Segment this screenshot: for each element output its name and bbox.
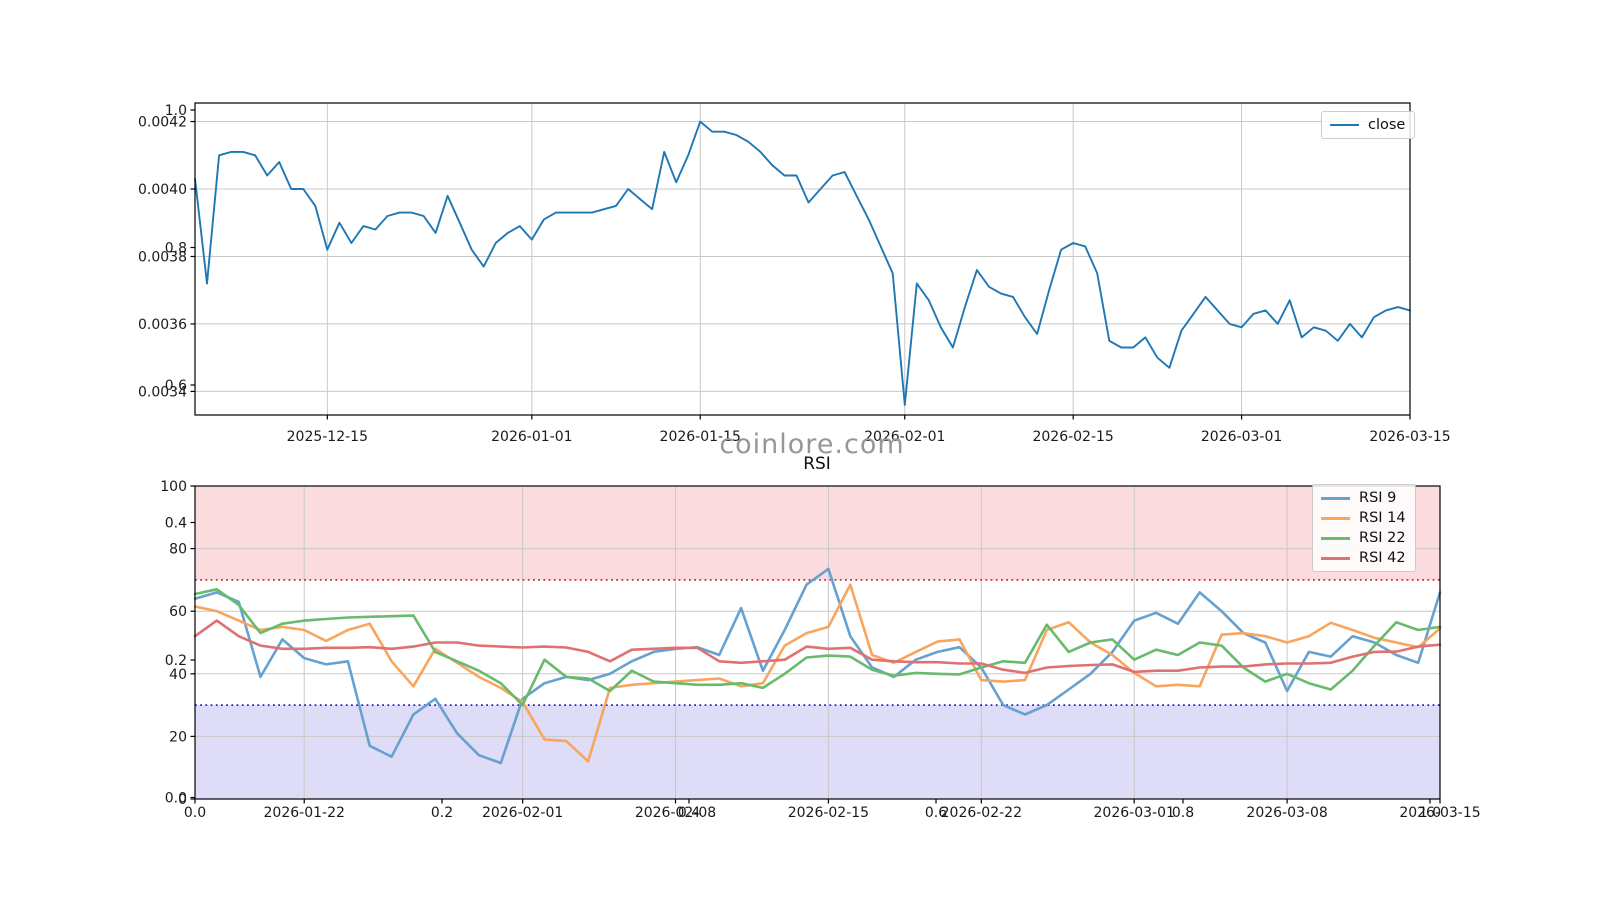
svg-text:2026-02-15: 2026-02-15 xyxy=(1032,429,1113,445)
svg-text:2026-02-01: 2026-02-01 xyxy=(864,429,945,445)
legend-label-rsi42: RSI 42 xyxy=(1359,550,1406,566)
svg-text:2026-02-01: 2026-02-01 xyxy=(482,805,563,821)
legend-item-close: close xyxy=(1330,115,1405,135)
rsi-legend: RSI 9 RSI 14 RSI 22 RSI 42 xyxy=(1312,484,1416,572)
svg-text:2025-12-15: 2025-12-15 xyxy=(287,429,368,445)
legend-item-rsi14: RSI 14 xyxy=(1321,508,1406,528)
svg-text:1.0: 1.0 xyxy=(165,103,187,119)
svg-text:0.4: 0.4 xyxy=(678,805,700,821)
svg-text:0.0: 0.0 xyxy=(165,791,187,807)
svg-text:40: 40 xyxy=(169,667,187,683)
legend-label-rsi14: RSI 14 xyxy=(1359,510,1406,526)
svg-text:2026-01-01: 2026-01-01 xyxy=(491,429,572,445)
svg-text:0.8: 0.8 xyxy=(1172,805,1194,821)
svg-text:0.8: 0.8 xyxy=(165,241,187,257)
svg-text:0.0034: 0.0034 xyxy=(138,384,187,400)
svg-text:100: 100 xyxy=(160,479,187,495)
svg-text:2026-03-08: 2026-03-08 xyxy=(1246,805,1327,821)
rsi22-line-swatch xyxy=(1321,536,1350,540)
legend-label-rsi22: RSI 22 xyxy=(1359,530,1406,546)
svg-text:0.6: 0.6 xyxy=(165,378,187,394)
svg-text:2026-01-15: 2026-01-15 xyxy=(660,429,741,445)
rsi42-line-swatch xyxy=(1321,556,1350,560)
svg-text:1.0: 1.0 xyxy=(1419,805,1441,821)
legend-label-close: close xyxy=(1368,117,1406,133)
close-line-swatch xyxy=(1330,124,1359,126)
legend-item-rsi9: RSI 9 xyxy=(1321,488,1406,508)
svg-text:0.2: 0.2 xyxy=(431,805,453,821)
svg-text:80: 80 xyxy=(169,542,187,558)
svg-text:2026-03-01: 2026-03-01 xyxy=(1201,429,1282,445)
svg-text:2026-03-01: 2026-03-01 xyxy=(1094,805,1175,821)
svg-text:20: 20 xyxy=(169,729,187,745)
svg-text:0.4: 0.4 xyxy=(165,516,187,532)
svg-text:0.0038: 0.0038 xyxy=(138,249,187,265)
svg-text:2026-02-08: 2026-02-08 xyxy=(635,805,716,821)
svg-text:0.0: 0.0 xyxy=(184,805,206,821)
svg-text:0.0040: 0.0040 xyxy=(138,182,187,198)
svg-text:0.2: 0.2 xyxy=(165,653,187,669)
rsi14-line-swatch xyxy=(1321,516,1350,520)
svg-text:0.0042: 0.0042 xyxy=(138,115,187,131)
svg-text:0: 0 xyxy=(178,792,187,808)
watermark: coinlore.com xyxy=(719,429,905,460)
svg-text:2026-03-15: 2026-03-15 xyxy=(1369,429,1450,445)
svg-text:2026-02-22: 2026-02-22 xyxy=(941,805,1022,821)
legend-item-rsi42: RSI 42 xyxy=(1321,548,1406,568)
legend-item-rsi22: RSI 22 xyxy=(1321,528,1406,548)
svg-text:2026-02-15: 2026-02-15 xyxy=(788,805,869,821)
svg-text:2026-01-22: 2026-01-22 xyxy=(264,805,345,821)
svg-text:0.6: 0.6 xyxy=(925,805,947,821)
svg-text:2026-03-15: 2026-03-15 xyxy=(1399,805,1480,821)
price-legend: close xyxy=(1321,111,1416,139)
svg-text:60: 60 xyxy=(169,604,187,620)
svg-text:0.0036: 0.0036 xyxy=(138,317,187,333)
rsi-chart-title: RSI xyxy=(803,454,831,474)
legend-label-rsi9: RSI 9 xyxy=(1359,490,1397,506)
rsi9-line-swatch xyxy=(1321,496,1350,500)
